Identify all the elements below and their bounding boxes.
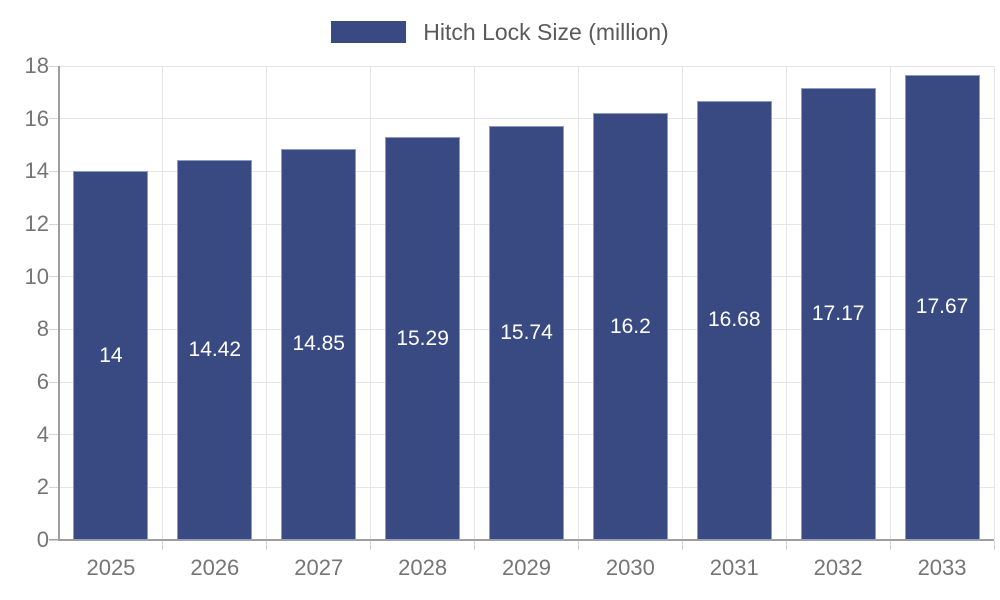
y-axis-tick bbox=[49, 328, 58, 330]
x-tick-label-2031: 2031 bbox=[709, 555, 759, 580]
x-axis-tick bbox=[577, 541, 579, 550]
y-tick-label: 2 bbox=[36, 474, 49, 500]
bar-2027[interactable]: 14.85 bbox=[281, 148, 357, 540]
x-axis-tick bbox=[266, 541, 268, 550]
bar-value-label: 17.67 bbox=[915, 295, 969, 319]
y-axis-tick bbox=[49, 223, 58, 225]
bar-2028[interactable]: 15.29 bbox=[385, 137, 461, 540]
y-axis-tick bbox=[49, 381, 58, 383]
bar-value-label: 17.17 bbox=[811, 301, 865, 325]
x-axis-tick bbox=[681, 541, 683, 550]
bar-2026[interactable]: 14.42 bbox=[177, 160, 253, 540]
x-tick-label-2025: 2025 bbox=[86, 555, 136, 580]
x-tick-label-2029: 2029 bbox=[502, 555, 551, 580]
y-tick-label: 0 bbox=[36, 527, 49, 552]
legend-item[interactable]: Hitch Lock Size (million) bbox=[0, 17, 1000, 47]
gridline-vertical bbox=[370, 66, 372, 540]
x-tick-label-2028: 2028 bbox=[398, 555, 448, 580]
bar-2032[interactable]: 17.17 bbox=[800, 87, 876, 540]
x-tick-label-2030: 2030 bbox=[605, 555, 655, 580]
y-axis-tick bbox=[49, 486, 58, 488]
bar-value-label: 15.74 bbox=[500, 320, 553, 344]
x-axis-tick bbox=[785, 541, 787, 550]
x-tick-label-2033: 2033 bbox=[917, 555, 967, 580]
y-axis-tick bbox=[49, 118, 58, 120]
legend-label: Hitch Lock Size (million) bbox=[423, 18, 669, 45]
bar-2033[interactable]: 17.67 bbox=[904, 74, 980, 540]
x-axis-tick bbox=[162, 541, 164, 550]
bar-value-label: 16.2 bbox=[609, 314, 651, 338]
x-axis-line bbox=[49, 539, 994, 541]
gridline-horizontal bbox=[59, 65, 994, 67]
y-axis-line bbox=[58, 66, 60, 540]
y-axis-tick bbox=[49, 276, 58, 278]
y-tick-label: 4 bbox=[36, 421, 49, 447]
gridline-vertical bbox=[266, 66, 268, 540]
y-tick-label: 12 bbox=[24, 211, 49, 236]
y-axis-tick bbox=[49, 434, 58, 436]
x-tick-label-2027: 2027 bbox=[294, 555, 344, 580]
y-tick-label: 10 bbox=[24, 263, 49, 289]
y-tick-label: 16 bbox=[24, 105, 49, 131]
plot-area: 0 2 4 6 8 10 12 14 16 18 2025 2026 2027 2028 2029 2030 2… bbox=[25, 55, 995, 580]
gridline-vertical bbox=[577, 66, 579, 540]
bar-2025[interactable]: 14 bbox=[73, 171, 149, 540]
bar-value-label: 14.42 bbox=[188, 338, 242, 362]
gridline-vertical bbox=[889, 66, 891, 540]
bar-2031[interactable]: 16.68 bbox=[696, 100, 772, 540]
y-axis-tick bbox=[49, 539, 58, 541]
y-tick-label: 6 bbox=[36, 369, 49, 394]
gridline-vertical bbox=[681, 66, 683, 540]
bar-2030[interactable]: 16.2 bbox=[592, 113, 668, 540]
gridline-horizontal bbox=[59, 118, 994, 120]
gridline-vertical bbox=[162, 66, 164, 540]
y-tick-label: 14 bbox=[24, 158, 49, 184]
x-axis-tick bbox=[993, 541, 995, 550]
y-tick-label: 18 bbox=[24, 53, 49, 78]
x-axis-tick bbox=[889, 541, 891, 550]
bar-value-label: 14.85 bbox=[292, 332, 345, 356]
bar-value-label: 16.68 bbox=[707, 308, 761, 332]
y-axis-tick bbox=[49, 170, 58, 172]
gridline-vertical bbox=[474, 66, 476, 540]
y-axis-tick bbox=[49, 65, 58, 67]
x-axis-tick bbox=[370, 541, 372, 550]
gridline-vertical bbox=[785, 66, 787, 540]
x-tick-label-2032: 2032 bbox=[813, 555, 863, 580]
y-tick-label: 8 bbox=[36, 316, 49, 342]
x-axis-tick bbox=[474, 541, 476, 550]
bar-2029[interactable]: 15.74 bbox=[489, 125, 564, 540]
x-tick-label-2026: 2026 bbox=[190, 555, 240, 580]
gridline-vertical bbox=[993, 66, 995, 540]
bar-value-label: 15.29 bbox=[396, 326, 449, 350]
legend-swatch bbox=[331, 21, 407, 43]
bar-value-label: 14 bbox=[99, 343, 123, 367]
